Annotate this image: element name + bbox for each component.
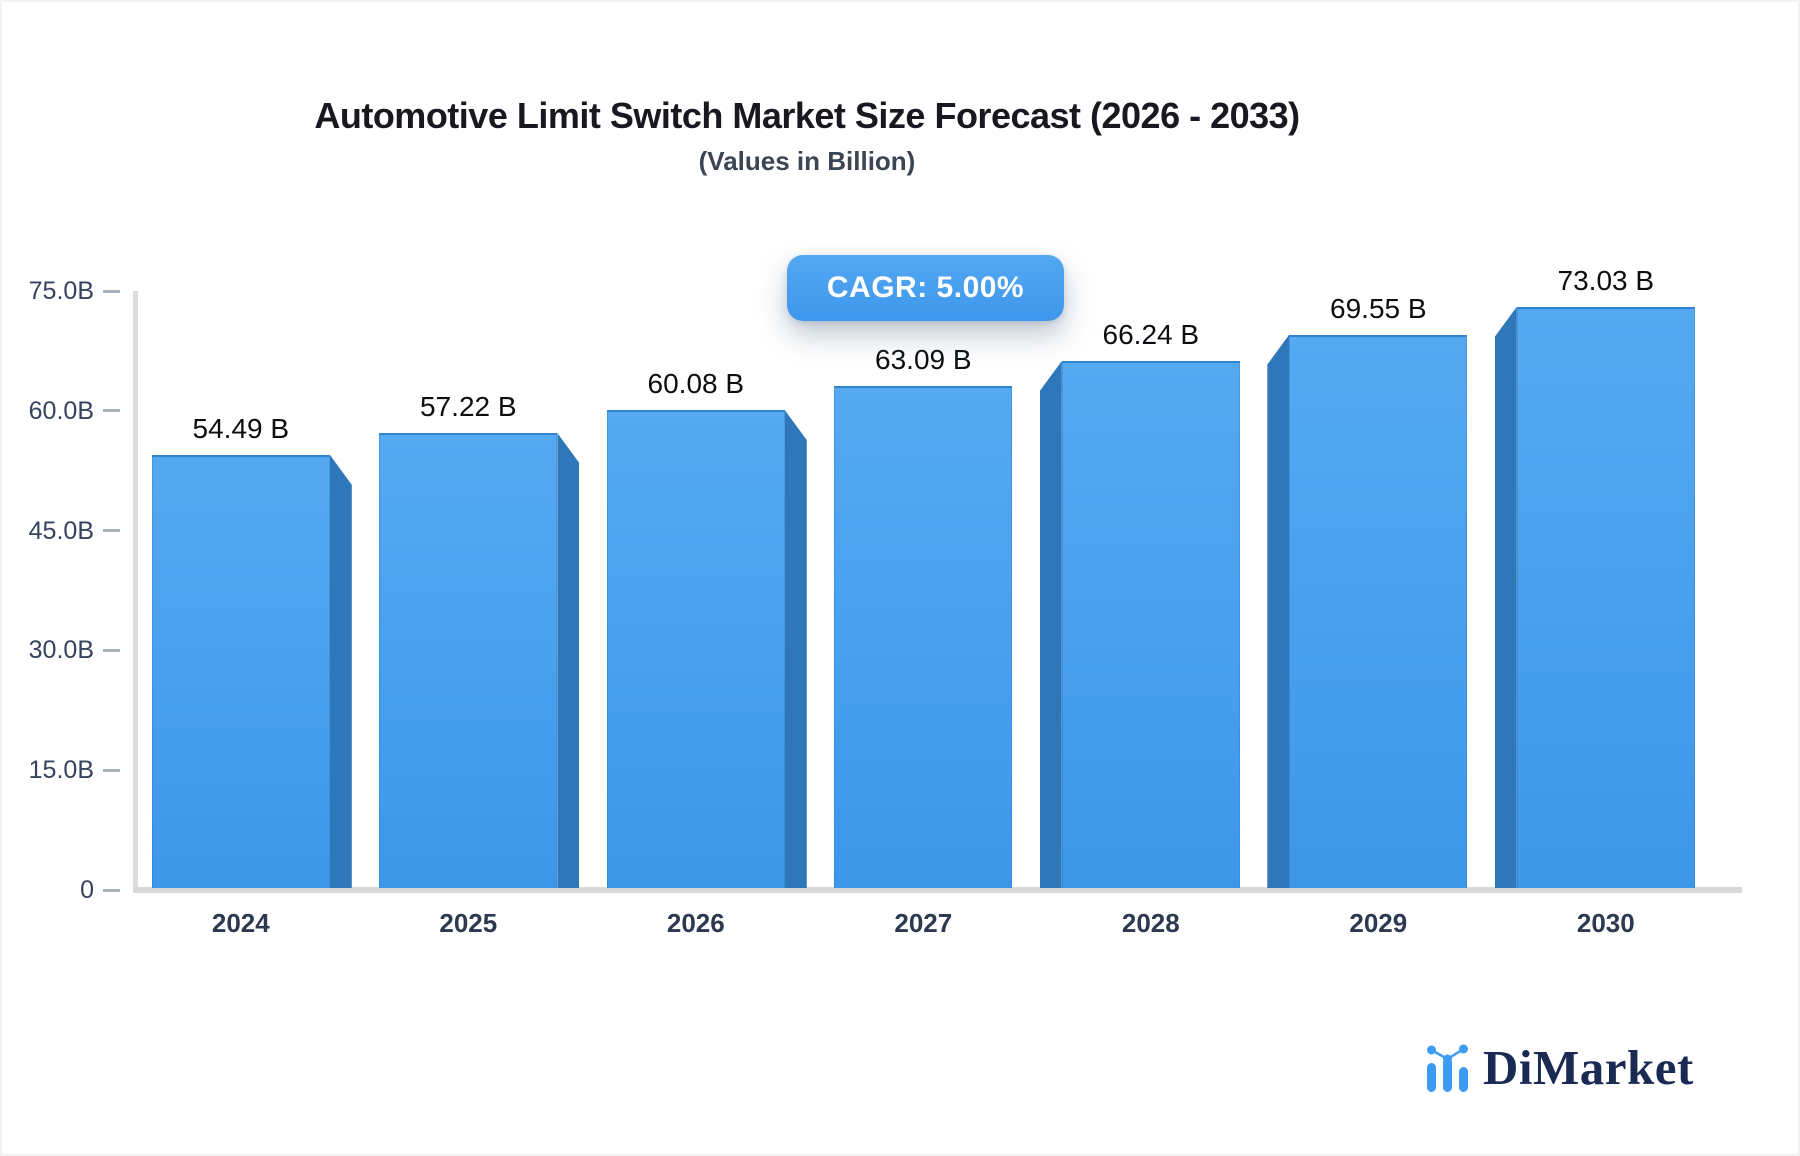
bar-3d-side: [329, 454, 352, 888]
y-axis-tick-mark: [103, 768, 120, 772]
bar-face: [834, 386, 1013, 888]
bar-value-label: 54.49 B: [192, 412, 290, 444]
y-axis-tick-mark: [103, 409, 120, 413]
y-axis-tick-label: 30.0B: [28, 636, 94, 665]
y-axis-tick-label: 0: [80, 876, 94, 904]
bar-2024: [151, 454, 352, 888]
y-axis-tick-mark: [103, 289, 120, 293]
bar-value-label: 66.24 B: [1102, 318, 1200, 350]
bar-face: [1289, 334, 1468, 888]
bar-face: [151, 454, 330, 888]
cagr-badge: CAGR: 5.00%: [787, 255, 1064, 321]
brand-logo-icon: [1427, 1044, 1468, 1092]
chart-subtitle: (Values in Billion): [698, 146, 916, 176]
x-axis-tick-label: 2027: [894, 908, 953, 938]
y-axis-tick-label: 75.0B: [28, 277, 94, 305]
bar-3d-side: [557, 433, 580, 888]
brand-logo-text: DiMarket: [1483, 1040, 1694, 1095]
y-axis-tick-label: 15.0B: [28, 756, 94, 785]
bar-value-label: 63.09 B: [875, 344, 972, 376]
bar-2028: [1039, 360, 1240, 888]
bar-3d-side: [784, 410, 807, 888]
bar-face: [379, 433, 558, 888]
bar-face: [1516, 306, 1695, 888]
bar-3d-side: [1494, 306, 1517, 888]
chart-header: Automotive Limit Switch Market Size Fore…: [2, 94, 1612, 178]
chart-title: Automotive Limit Switch Market Size Fore…: [314, 95, 1300, 136]
bar-2030: [1494, 306, 1695, 888]
x-axis-tick-label: 2024: [211, 908, 270, 938]
x-axis-tick-label: 2028: [1121, 908, 1180, 938]
bar-2029: [1267, 334, 1468, 888]
bar-value-label: 69.55 B: [1330, 292, 1427, 324]
y-axis-tick-mark: [103, 529, 120, 533]
y-axis-tick-label: 45.0B: [28, 516, 94, 545]
bar-2026: [606, 410, 807, 888]
x-axis-tick-label: 2030: [1576, 908, 1635, 938]
x-axis-line: [133, 887, 1742, 893]
y-axis-line: [133, 291, 138, 892]
bar-face: [606, 410, 785, 888]
brand-logo: DiMarket: [1426, 1040, 1694, 1096]
bar-2027: [834, 386, 1013, 888]
x-axis-tick-label: 2025: [439, 908, 498, 938]
bar-3d-side: [1039, 360, 1062, 888]
bar-2025: [379, 433, 580, 888]
bar-value-label: 60.08 B: [647, 368, 745, 400]
x-axis-tick-label: 2026: [666, 908, 725, 938]
x-axis-tick-label: 2029: [1349, 908, 1408, 938]
y-axis-tick-label: 60.0B: [28, 396, 94, 425]
bar-value-label: 57.22 B: [420, 391, 517, 422]
bar-3d-side: [1267, 334, 1290, 888]
bar-value-label: 73.03 B: [1557, 264, 1655, 296]
y-axis-tick-mark: [103, 888, 120, 892]
y-axis-tick-mark: [103, 648, 120, 652]
bar-face: [1061, 360, 1240, 888]
